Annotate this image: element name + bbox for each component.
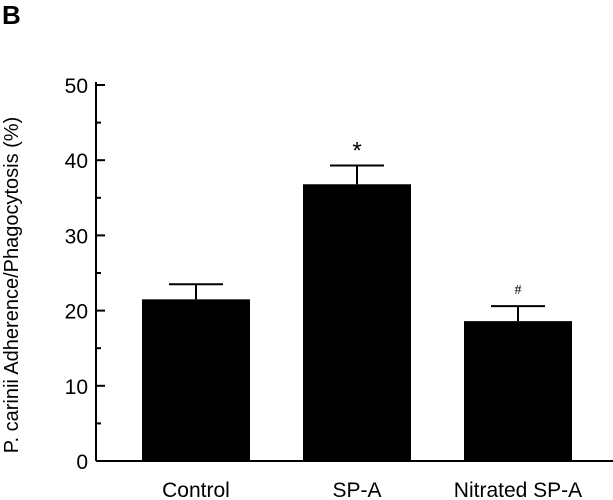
significance-marker: * bbox=[352, 137, 361, 164]
y-axis-title: P. carinii Adherence/Phagocytosis (%) bbox=[1, 117, 23, 453]
y-tick-label: 20 bbox=[65, 301, 88, 324]
bar bbox=[142, 299, 250, 461]
y-axis-ticks: 0 10 20 30 40 50 bbox=[65, 75, 105, 474]
significance-marker: # bbox=[515, 283, 522, 298]
panel-label: B bbox=[2, 0, 21, 30]
bar bbox=[303, 184, 411, 461]
bars-group: *# bbox=[142, 137, 572, 461]
y-tick-label: 30 bbox=[65, 225, 88, 248]
y-tick-label: 50 bbox=[65, 75, 88, 98]
y-tick-label: 40 bbox=[65, 150, 88, 173]
y-tick-label: 10 bbox=[65, 376, 88, 399]
category-labels: Control SP-A Nitrated SP-A bbox=[162, 479, 582, 500]
x-category-label: SP-A bbox=[332, 479, 381, 500]
x-category-label: Control bbox=[162, 479, 230, 500]
x-category-label: Nitrated SP-A bbox=[454, 479, 582, 500]
bar bbox=[464, 321, 572, 461]
y-tick-label: 0 bbox=[76, 451, 88, 474]
